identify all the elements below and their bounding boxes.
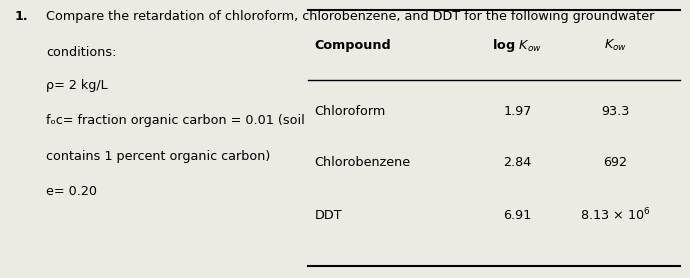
Text: 6.91: 6.91	[503, 209, 531, 222]
Text: Chlorobenzene: Chlorobenzene	[315, 156, 411, 169]
Text: fₒc= fraction organic carbon = 0.01 (soil: fₒc= fraction organic carbon = 0.01 (soi…	[46, 115, 305, 128]
Text: log $K_{ow}$: log $K_{ow}$	[493, 36, 542, 53]
Text: Compound: Compound	[315, 39, 391, 51]
Text: 2.84: 2.84	[503, 156, 531, 169]
Text: Chloroform: Chloroform	[315, 105, 386, 118]
Text: $K_{ow}$: $K_{ow}$	[604, 38, 627, 53]
Text: ρ= 2 kg/L: ρ= 2 kg/L	[46, 79, 108, 92]
Text: DDT: DDT	[315, 209, 342, 222]
Text: 8.13 $\times$ 10$^{6}$: 8.13 $\times$ 10$^{6}$	[580, 207, 651, 224]
Text: 1.97: 1.97	[503, 105, 531, 118]
Text: 692: 692	[604, 156, 627, 169]
Text: contains 1 percent organic carbon): contains 1 percent organic carbon)	[46, 150, 270, 163]
Text: Compare the retardation of chloroform, chlorobenzene, and DDT for the following : Compare the retardation of chloroform, c…	[46, 9, 655, 23]
Text: 93.3: 93.3	[601, 105, 630, 118]
Text: e= 0.20: e= 0.20	[46, 185, 97, 198]
Text: conditions:: conditions:	[46, 46, 117, 59]
Text: 1.: 1.	[15, 9, 29, 23]
